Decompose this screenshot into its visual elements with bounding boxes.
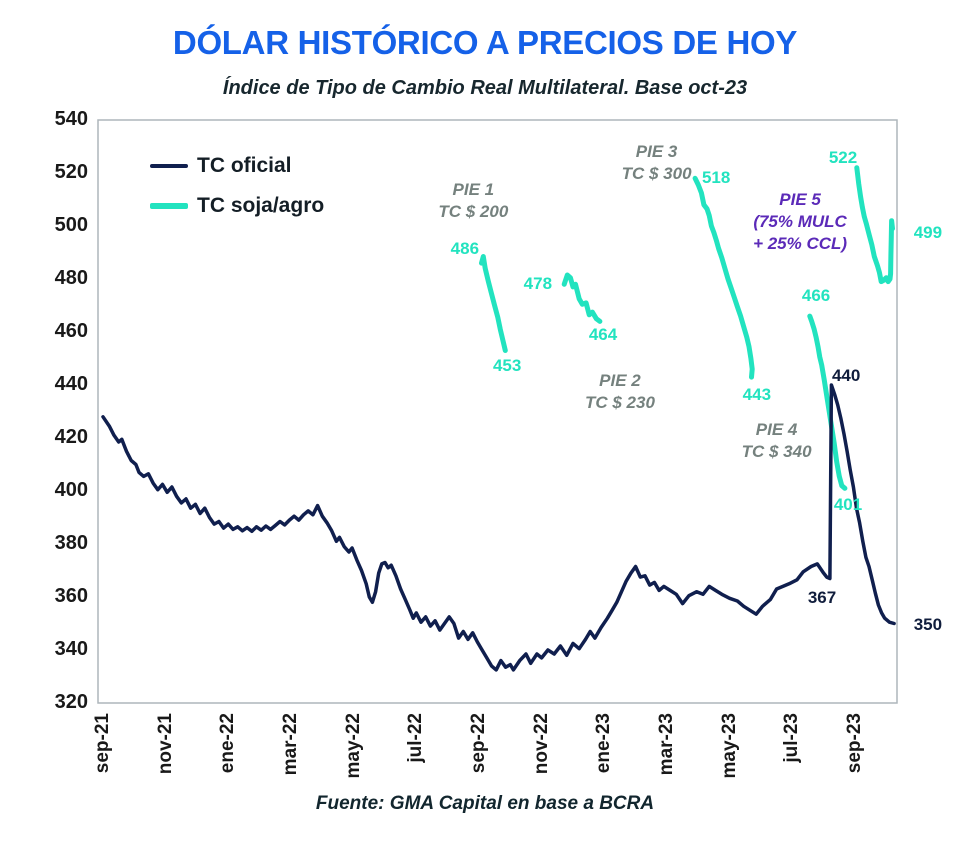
- legend: TC oficial TC soja/agro: [150, 152, 324, 232]
- event-label-line: TC $ 340: [741, 441, 812, 461]
- legend-item-tc-soja: TC soja/agro: [150, 192, 324, 220]
- event-label-line: TC $ 200: [438, 202, 509, 222]
- data-label-401: 401: [833, 495, 863, 515]
- data-label-453: 453: [492, 356, 522, 376]
- data-label-478: 478: [523, 274, 553, 294]
- event-label-line: (75% MULC: [753, 212, 847, 232]
- y-tick-label: 460: [54, 320, 88, 342]
- event-label-line: TC $ 300: [621, 164, 692, 184]
- x-tick-label: may-23: [718, 713, 740, 779]
- y-tick-label: 440: [54, 373, 88, 395]
- x-tick-label: nov-22: [530, 713, 552, 775]
- tc-soja-segment-1: [479, 254, 508, 353]
- data-label-518: 518: [701, 168, 731, 188]
- x-tick-label: jul-22: [405, 713, 427, 763]
- tc-oficial-line: [101, 383, 896, 672]
- tc-soja-segment-3: [692, 175, 755, 380]
- y-tick-label: 380: [54, 532, 88, 554]
- event-label-line: TC $ 230: [584, 392, 655, 412]
- x-tick-label: ene-22: [217, 713, 239, 774]
- source-note: Fuente: GMA Capital en base a BCRA: [315, 793, 655, 814]
- event-label-line: PIE 2: [599, 370, 641, 390]
- plot-border: [97, 119, 898, 704]
- event-label-line: PIE 1: [452, 180, 495, 200]
- chart-title: DÓLAR HISTÓRICO A PRECIOS DE HOY: [172, 24, 798, 61]
- x-tick-label: nov-21: [154, 713, 176, 775]
- tc-soja-segment-2: [561, 272, 603, 324]
- x-tick-label: mar-22: [279, 713, 301, 776]
- event-label-line: PIE 3: [635, 142, 678, 162]
- y-tick-label: 320: [54, 691, 88, 713]
- x-tick-label: ene-23: [593, 713, 615, 774]
- data-label-350: 350: [913, 615, 943, 635]
- data-label-486: 486: [450, 239, 480, 259]
- event-label-line: + 25% CCL): [753, 234, 848, 254]
- x-tick-label: sep-22: [467, 713, 489, 774]
- y-tick-label: 340: [54, 638, 88, 660]
- y-tick-label: 360: [54, 585, 88, 607]
- event-label-pie-4: PIE 4 TC $ 340: [742, 419, 812, 463]
- x-tick-label: mar-23: [655, 713, 677, 776]
- event-label-pie-5: PIE 5 (75% MULC + 25% CCL): [753, 189, 847, 255]
- y-tick-label: 520: [54, 161, 88, 183]
- data-label-367: 367: [807, 588, 837, 608]
- legend-item-tc-oficial: TC oficial: [150, 152, 324, 180]
- tc-soja-line-sample: [150, 203, 188, 209]
- tc-soja-label: TC soja/agro: [197, 194, 325, 217]
- event-label-line: PIE 5: [779, 190, 821, 210]
- data-label-522: 522: [828, 147, 858, 167]
- data-label-440: 440: [831, 365, 861, 385]
- chart-subtitle: Índice de Tipo de Cambio Real Multilater…: [222, 77, 748, 99]
- tc-oficial-label: TC oficial: [197, 154, 292, 177]
- event-label-pie-3: PIE 3 TC $ 300: [622, 141, 692, 185]
- y-tick-label: 500: [54, 214, 88, 236]
- event-label-pie-1: PIE 1 TC $ 200: [438, 179, 508, 223]
- x-tick-label: sep-23: [843, 713, 865, 774]
- event-label-pie-2: PIE 2 TC $ 230: [585, 370, 655, 414]
- data-label-464: 464: [588, 324, 618, 344]
- data-label-499: 499: [913, 222, 943, 242]
- y-tick-label: 480: [54, 267, 88, 289]
- event-label-line: PIE 4: [755, 419, 798, 439]
- x-tick-label: jul-23: [781, 713, 803, 763]
- y-tick-label: 540: [54, 108, 88, 130]
- tc-soja-segment-5: [854, 165, 895, 285]
- data-label-443: 443: [742, 385, 772, 405]
- y-tick-label: 420: [54, 426, 88, 448]
- y-tick-label: 400: [54, 479, 88, 501]
- tc-oficial-line-sample: [150, 164, 188, 168]
- data-label-466: 466: [801, 286, 831, 306]
- x-tick-label: may-22: [342, 713, 364, 779]
- x-tick-label: sep-21: [92, 713, 113, 774]
- tc-soja-segment-4: [807, 313, 848, 491]
